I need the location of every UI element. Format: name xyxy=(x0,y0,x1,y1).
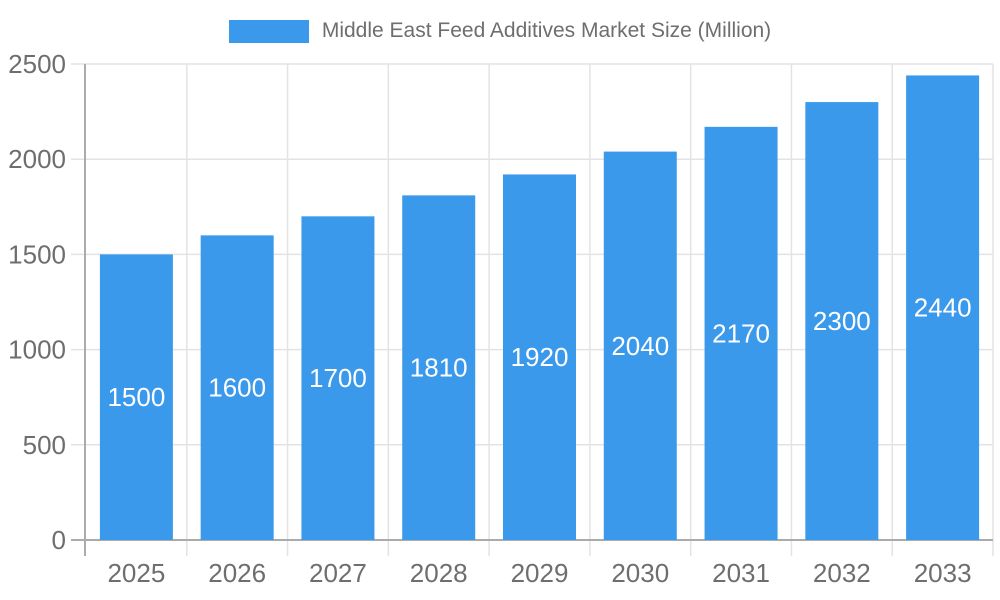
bar xyxy=(704,126,778,540)
bar xyxy=(99,254,173,540)
legend-swatch xyxy=(228,19,309,43)
legend-label: Middle East Feed Additives Market Size (… xyxy=(321,19,772,42)
bar xyxy=(603,151,677,541)
bar xyxy=(402,195,476,540)
x-tick-label: 2033 xyxy=(914,558,972,588)
y-tick-label: 2500 xyxy=(8,49,66,79)
x-tick-label: 2029 xyxy=(511,558,569,588)
y-tick-label: 2000 xyxy=(8,144,66,174)
bar-value-label: 1500 xyxy=(107,382,165,412)
bar-value-label: 1600 xyxy=(208,373,266,403)
x-tick-label: 2027 xyxy=(309,558,367,588)
bar-value-label: 2440 xyxy=(914,293,972,323)
bar xyxy=(301,216,375,540)
x-tick-label: 2026 xyxy=(208,558,266,588)
bar xyxy=(906,75,980,540)
bar-value-label: 1810 xyxy=(410,353,468,383)
x-tick-label: 2028 xyxy=(410,558,468,588)
bar xyxy=(503,174,576,540)
bar-value-label: 1700 xyxy=(309,363,367,393)
y-tick-label: 1000 xyxy=(8,335,66,365)
bar-value-label: 1920 xyxy=(511,342,569,372)
bar xyxy=(200,235,274,541)
bar-value-label: 2300 xyxy=(813,306,871,336)
y-tick-label: 0 xyxy=(52,525,66,555)
chart-legend: Middle East Feed Additives Market Size (… xyxy=(0,18,1000,44)
y-tick-label: 1500 xyxy=(8,239,66,269)
bar-value-label: 2040 xyxy=(611,331,669,361)
x-tick-label: 2032 xyxy=(813,558,871,588)
bar-value-label: 2170 xyxy=(712,318,770,348)
y-tick-label: 500 xyxy=(23,430,66,460)
x-tick-label: 2030 xyxy=(611,558,669,588)
bar xyxy=(805,102,879,540)
x-tick-label: 2025 xyxy=(107,558,165,588)
x-tick-label: 2031 xyxy=(712,558,770,588)
